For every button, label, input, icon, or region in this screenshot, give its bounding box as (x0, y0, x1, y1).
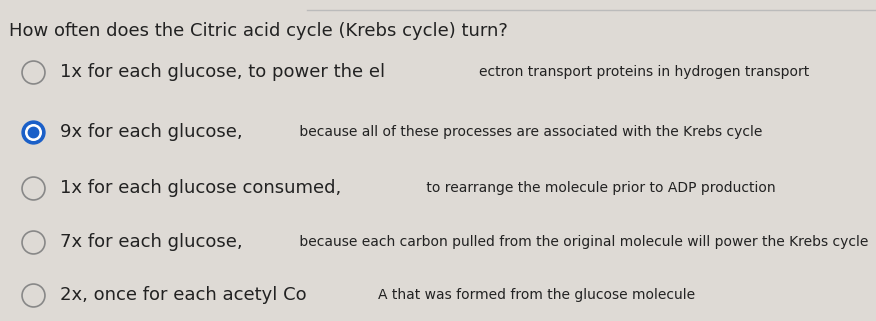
Text: because each carbon pulled from the original molecule will power the Krebs cycle: because each carbon pulled from the orig… (295, 235, 869, 249)
Text: ectron transport proteins in hydrogen transport: ectron transport proteins in hydrogen tr… (479, 65, 809, 79)
Text: because all of these processes are associated with the Krebs cycle: because all of these processes are assoc… (295, 125, 763, 139)
Text: How often does the Citric acid cycle (Krebs cycle) turn?: How often does the Citric acid cycle (Kr… (9, 22, 507, 40)
Text: to rearrange the molecule prior to ADP production: to rearrange the molecule prior to ADP p… (422, 181, 776, 195)
Text: 9x for each glucose,: 9x for each glucose, (60, 123, 242, 141)
Text: 1x for each glucose, to power the el: 1x for each glucose, to power the el (60, 63, 385, 81)
Text: 7x for each glucose,: 7x for each glucose, (60, 233, 242, 251)
Text: 2x, once for each acetyl Co: 2x, once for each acetyl Co (60, 286, 307, 304)
Text: 1x for each glucose consumed,: 1x for each glucose consumed, (60, 179, 341, 197)
Text: A that was formed from the glucose molecule: A that was formed from the glucose molec… (378, 288, 695, 302)
